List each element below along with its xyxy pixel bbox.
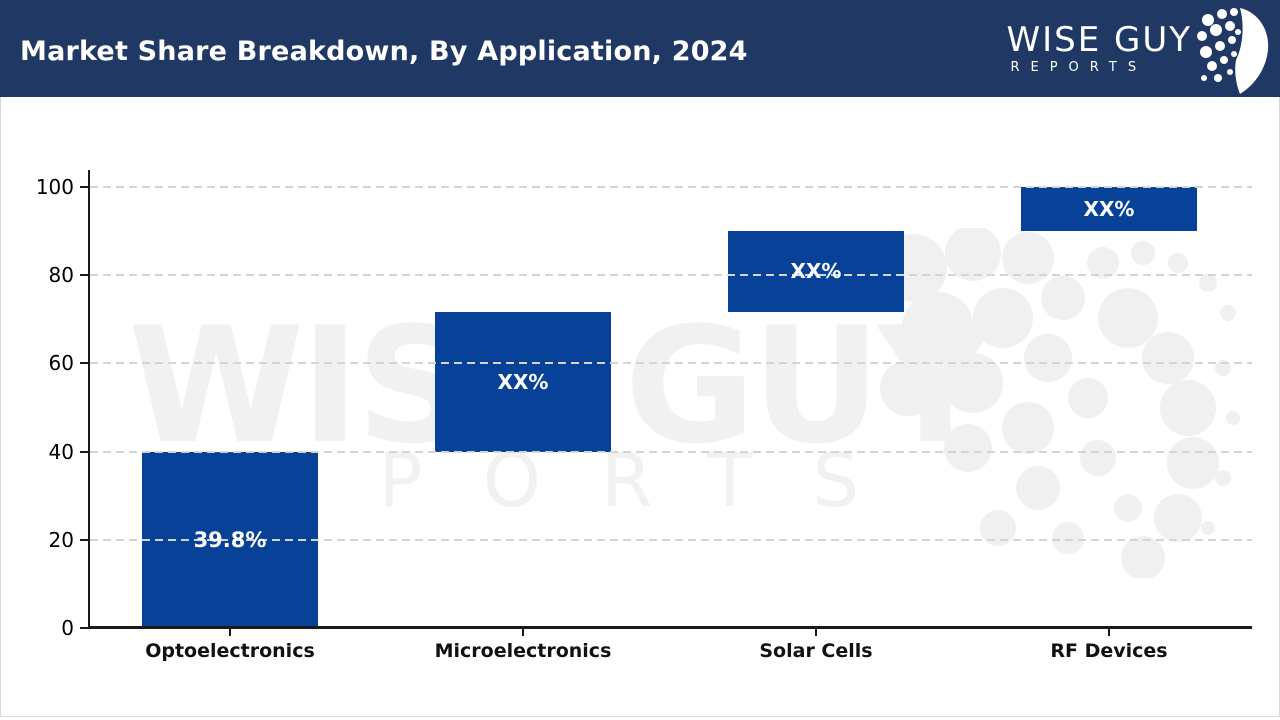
brand-logo-subtitle: REPORTS [1010, 60, 1148, 75]
y-tick-label: 80 [48, 263, 74, 288]
x-tick-mark [229, 629, 231, 636]
x-category-label: Optoelectronics [145, 640, 315, 662]
brand-logo-name: WISE GUY [1006, 20, 1192, 60]
y-tick-mark [80, 450, 88, 453]
x-tick-mark [815, 629, 817, 636]
bar [1021, 187, 1197, 231]
x-category-label: Microelectronics [434, 640, 612, 662]
y-tick-label: 20 [48, 527, 74, 552]
logo-head-icon [1197, 8, 1269, 94]
gridline [90, 186, 1252, 188]
x-tick-mark [522, 629, 524, 636]
chart-title: Market Share Breakdown, By Application, … [20, 36, 748, 67]
bar [728, 230, 904, 313]
y-tick-label: 40 [48, 439, 74, 464]
y-tick-label: 0 [61, 616, 74, 640]
gridline [90, 362, 1252, 365]
x-category-label: RF Devices [1050, 640, 1168, 662]
y-tick-label: 100 [35, 175, 74, 199]
bar-value-label: XX% [497, 370, 549, 395]
bar-value-label: XX% [790, 259, 842, 284]
bar-value-label: 39.8% [193, 528, 267, 553]
gridline [90, 450, 1252, 453]
brand-logo: WISE GUY REPORTS [1006, 22, 1192, 75]
gridline [90, 538, 1252, 541]
y-tick-mark [80, 274, 88, 277]
y-tick-mark [80, 186, 88, 188]
y-tick-mark [80, 538, 88, 541]
y-tick-mark [80, 627, 88, 629]
y-tick-mark [80, 362, 88, 365]
x-category-label: Solar Cells [759, 640, 873, 662]
x-axis-line [88, 626, 1252, 629]
x-tick-mark [1108, 629, 1110, 636]
bar [435, 312, 611, 453]
gridline [90, 274, 1252, 277]
y-tick-label: 60 [48, 351, 74, 376]
header-bar: Market Share Breakdown, By Application, … [0, 0, 1280, 97]
watermark-head-icon [879, 228, 1240, 578]
bar-value-label: XX% [1083, 196, 1135, 221]
y-axis-line [88, 170, 90, 629]
